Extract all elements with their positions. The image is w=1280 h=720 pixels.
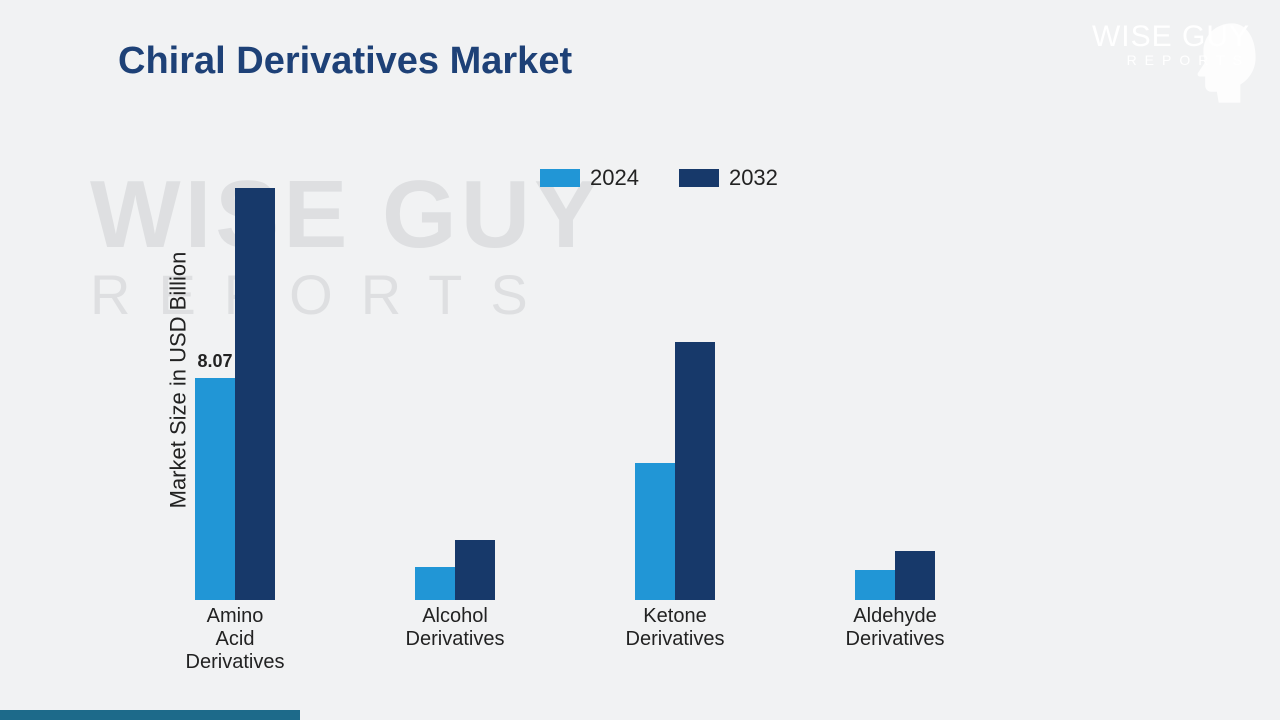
bar <box>675 342 715 601</box>
bar-group <box>610 342 740 601</box>
brand-logo: WISE GUY REPORTS <box>1092 20 1250 68</box>
category-label: AldehydeDerivatives <box>805 605 985 651</box>
category-label: KetoneDerivatives <box>585 605 765 651</box>
bar-group <box>170 188 300 601</box>
chart-title: Chiral Derivatives Market <box>118 40 572 83</box>
brand-line1: WISE GUY <box>1092 20 1250 54</box>
stage: WISE GUY REPORTS Chiral Derivatives Mark… <box>0 0 1280 720</box>
bar <box>855 570 895 600</box>
category-label: AminoAcidDerivatives <box>145 605 325 674</box>
value-label: 8.07 <box>185 351 245 372</box>
bar-group <box>390 540 520 601</box>
bar <box>195 378 235 600</box>
chart-area: Market Size in USD Billion AminoAcidDeri… <box>90 160 970 600</box>
bar <box>415 567 455 600</box>
bottom-accent-bar <box>0 710 300 720</box>
plot-area: AminoAcidDerivativesAlcoholDerivativesKe… <box>130 160 970 600</box>
brand-line2: REPORTS <box>1092 52 1250 68</box>
right-panel <box>960 0 1280 720</box>
bar <box>635 463 675 601</box>
category-label: AlcoholDerivatives <box>365 605 545 651</box>
bar-group <box>830 551 960 601</box>
bar <box>455 540 495 601</box>
bar <box>235 188 275 601</box>
bar <box>895 551 935 601</box>
